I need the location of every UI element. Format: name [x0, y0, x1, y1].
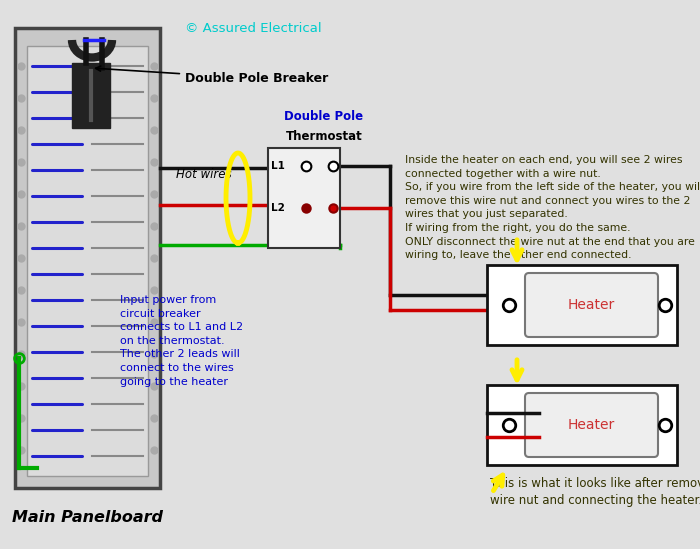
Text: This is what it looks like after removing the
wire nut and connecting the heater: This is what it looks like after removin… — [490, 477, 700, 507]
FancyBboxPatch shape — [72, 63, 110, 128]
FancyBboxPatch shape — [487, 385, 677, 465]
FancyBboxPatch shape — [27, 46, 148, 476]
Text: Heater: Heater — [568, 298, 615, 312]
FancyBboxPatch shape — [15, 28, 160, 488]
Text: Inside the heater on each end, you will see 2 wires
connected together with a wi: Inside the heater on each end, you will … — [405, 155, 700, 260]
FancyBboxPatch shape — [268, 148, 340, 248]
Text: Double Pole Breaker: Double Pole Breaker — [96, 66, 328, 85]
Text: Main Panelboard: Main Panelboard — [11, 510, 162, 525]
Text: Input power from
circuit breaker
connects to L1 and L2
on the thermostat.
The ot: Input power from circuit breaker connect… — [120, 295, 243, 386]
FancyBboxPatch shape — [525, 393, 658, 457]
FancyBboxPatch shape — [525, 273, 658, 337]
Text: © Assured Electrical: © Assured Electrical — [185, 22, 321, 35]
Text: Thermostat: Thermostat — [286, 130, 363, 143]
Text: Hot wires: Hot wires — [176, 169, 232, 182]
Text: Heater: Heater — [568, 418, 615, 432]
Text: Double Pole: Double Pole — [284, 110, 363, 123]
Text: L2: L2 — [271, 203, 285, 213]
FancyBboxPatch shape — [487, 265, 677, 345]
Text: L1: L1 — [271, 161, 285, 171]
